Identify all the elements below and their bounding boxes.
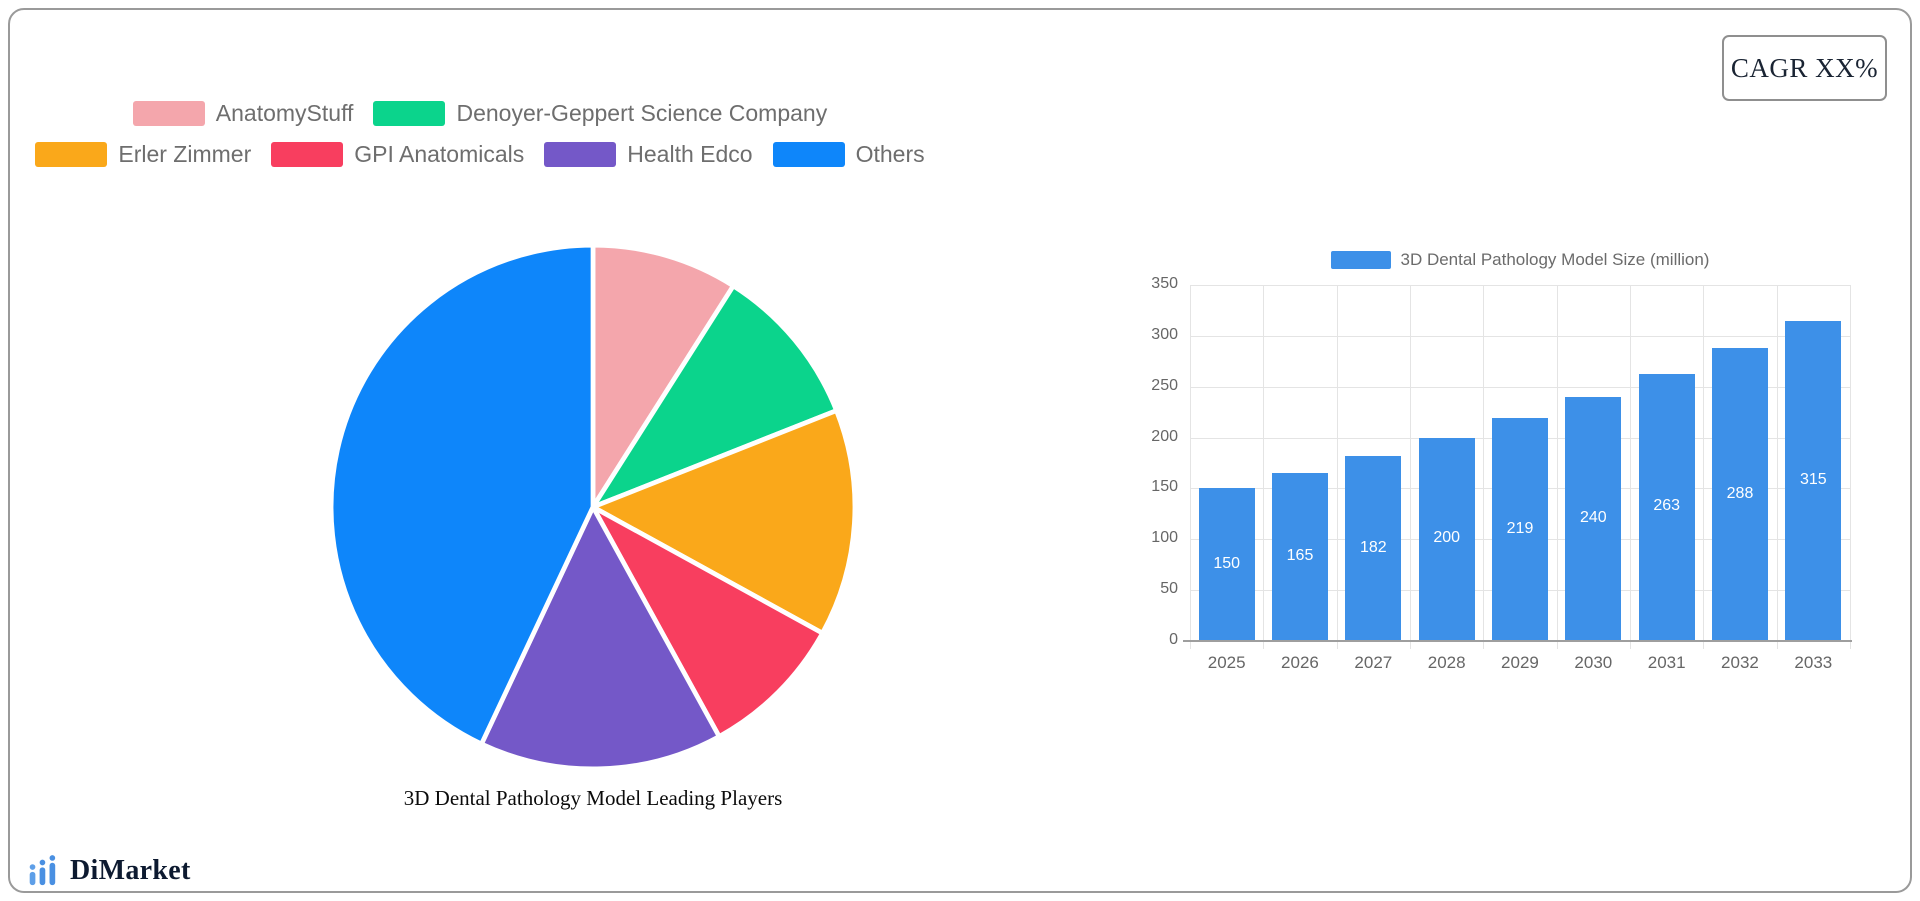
y-axis-label: 250 (1151, 376, 1178, 394)
bar-value-label: 315 (1799, 470, 1827, 488)
pie-slice-erler-zimmer (590, 408, 858, 636)
legend-swatch (544, 142, 617, 167)
y-axis-label: 100 (1151, 529, 1178, 547)
x-axis-label: 2030 (1574, 653, 1613, 672)
x-axis-label: 2025 (1207, 653, 1246, 672)
pie-title: 3D Dental Pathology Model Leading Player… (403, 786, 783, 810)
legend-item-denoyer-geppert-science-company: Denoyer-Geppert Science Company (373, 100, 827, 127)
bar-2030: 240 (1565, 396, 1622, 641)
x-axis-label: 2033 (1794, 653, 1833, 672)
legend-row: AnatomyStuff Denoyer-Geppert Science Comp… (20, 100, 940, 127)
bar-y-axis-labels: 0 50 100 150 200 250 300 350 (1088, 275, 1178, 648)
pie-chart (328, 242, 858, 772)
bar-value-label: 165 (1286, 547, 1314, 565)
y-axis-label: 350 (1151, 275, 1178, 292)
y-axis-label: 200 (1151, 427, 1178, 445)
bar-value-label: 200 (1433, 529, 1461, 547)
legend-swatch (132, 101, 205, 126)
x-axis-label: 2027 (1354, 653, 1393, 672)
legend-row: Erler Zimmer GPI Anatomicals Health Edco Ot… (20, 141, 940, 168)
legend-label: Health Edco (627, 141, 753, 167)
pie-legend: AnatomyStuff Denoyer-Geppert Science Comp… (20, 100, 940, 182)
bar-legend-swatch (1330, 251, 1391, 269)
h-gridline (1190, 285, 1850, 286)
bar-2025: 150 (1198, 488, 1255, 641)
y-axis-label: 150 (1151, 478, 1178, 496)
cagr-badge: CAGR XX% (1722, 35, 1887, 101)
bar-value-label: 240 (1579, 509, 1607, 526)
cagr-label: CAGR XX% (1730, 52, 1879, 83)
legend-label: Erler Zimmer (118, 141, 252, 167)
v-gridline (1703, 285, 1705, 649)
legend-swatch (271, 142, 344, 167)
legend-item-others: Others (772, 141, 925, 168)
bar-value-label: 182 (1359, 538, 1387, 556)
bar-2033: 315 (1785, 320, 1842, 641)
v-gridline (1190, 285, 1191, 649)
x-axis-label: 2026 (1281, 653, 1319, 672)
pie-slice-gpi-anatomicals (590, 504, 825, 739)
x-axis-label: 2032 (1721, 653, 1759, 672)
logo-text: DiMarket (70, 855, 191, 886)
bar-2028: 200 (1418, 437, 1475, 641)
legend-swatch (373, 101, 446, 126)
bar-2029: 219 (1492, 418, 1548, 641)
y-axis-label: 0 (1169, 631, 1178, 648)
bar-x-axis-line (1183, 640, 1852, 642)
bar-2031: 263 (1638, 373, 1695, 641)
v-gridline (1776, 285, 1778, 649)
legend-swatch (772, 142, 845, 167)
bar-value-label: 263 (1653, 497, 1681, 515)
legend-label: Denoyer-Geppert Science Company (456, 100, 828, 126)
x-axis-label: 2029 (1501, 653, 1539, 672)
bar-x-axis-labels: 2025 2026 2027 2028 2029 2030 2031 2032 2033 (1190, 653, 1850, 675)
pie-slice-others (328, 242, 596, 747)
y-axis-label: 300 (1151, 325, 1178, 343)
v-gridline (1556, 285, 1558, 649)
v-gridline (1410, 285, 1411, 649)
bar-plot-area: 150 165 182 200 219 240 263 288 315 (1190, 285, 1851, 649)
h-gridline (1190, 386, 1850, 388)
y-axis-label: 50 (1160, 580, 1178, 598)
dimarket-logo: DiMarket (28, 854, 191, 888)
bar-2027: 182 (1345, 455, 1402, 641)
pie-slice-health-edco (479, 504, 722, 772)
bar-value-label: 150 (1213, 554, 1241, 572)
legend-label: Others (855, 141, 925, 167)
bar-value-label: 219 (1506, 519, 1534, 537)
v-gridline (1483, 285, 1485, 649)
bar-chart-icon (29, 855, 56, 886)
legend-label: AnatomyStuff (215, 100, 354, 126)
v-gridline (1630, 285, 1631, 649)
bar-2032: 288 (1712, 348, 1768, 641)
x-axis-label: 2031 (1647, 653, 1686, 672)
x-axis-label: 2028 (1427, 653, 1466, 672)
legend-item-anatomystuff: AnatomyStuff (132, 100, 354, 127)
legend-label: GPI Anatomicals (354, 141, 525, 167)
bar-legend-label: 3D Dental Pathology Model Size (million) (1400, 250, 1710, 269)
legend-item-gpi-anatomicals: GPI Anatomicals (271, 141, 524, 168)
legend-item-erler-zimmer: Erler Zimmer (35, 141, 251, 168)
bar-chart-legend: 3D Dental Pathology Model Size (million) (1190, 250, 1850, 270)
v-gridline (1336, 285, 1338, 649)
bar-2026: 165 (1272, 473, 1328, 641)
legend-item-health-edco: Health Edco (544, 141, 753, 168)
v-gridline (1850, 285, 1851, 649)
pie-slice-anatomystuff (590, 242, 736, 510)
h-gridline (1190, 335, 1850, 337)
legend-swatch (35, 142, 108, 167)
bar-value-label: 288 (1726, 484, 1754, 502)
v-gridline (1263, 285, 1265, 649)
pie-slice-denoyer-geppert-science-company (590, 283, 839, 510)
